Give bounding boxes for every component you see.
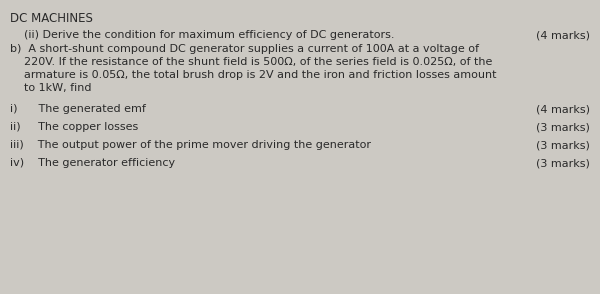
Text: (3 marks): (3 marks) bbox=[536, 122, 590, 132]
Text: armature is 0.05Ω, the total brush drop is 2V and the iron and friction losses a: armature is 0.05Ω, the total brush drop … bbox=[10, 70, 497, 80]
Text: to 1kW, find: to 1kW, find bbox=[10, 83, 91, 93]
Text: DC MACHINES: DC MACHINES bbox=[10, 12, 93, 25]
Text: iii)    The output power of the prime mover driving the generator: iii) The output power of the prime mover… bbox=[10, 140, 371, 150]
Text: ii)     The copper losses: ii) The copper losses bbox=[10, 122, 138, 132]
Text: (4 marks): (4 marks) bbox=[536, 104, 590, 114]
Text: (3 marks): (3 marks) bbox=[536, 140, 590, 150]
Text: b)  A short-shunt compound DC generator supplies a current of 100A at a voltage : b) A short-shunt compound DC generator s… bbox=[10, 44, 479, 54]
Text: i)      The generated emf: i) The generated emf bbox=[10, 104, 146, 114]
Text: iv)    The generator efficiency: iv) The generator efficiency bbox=[10, 158, 175, 168]
Text: (4 marks): (4 marks) bbox=[536, 30, 590, 40]
Text: (3 marks): (3 marks) bbox=[536, 158, 590, 168]
Text: (ii) Derive the condition for maximum efficiency of DC generators.: (ii) Derive the condition for maximum ef… bbox=[10, 30, 395, 40]
Text: 220V. If the resistance of the shunt field is 500Ω, of the series field is 0.025: 220V. If the resistance of the shunt fie… bbox=[10, 57, 493, 67]
